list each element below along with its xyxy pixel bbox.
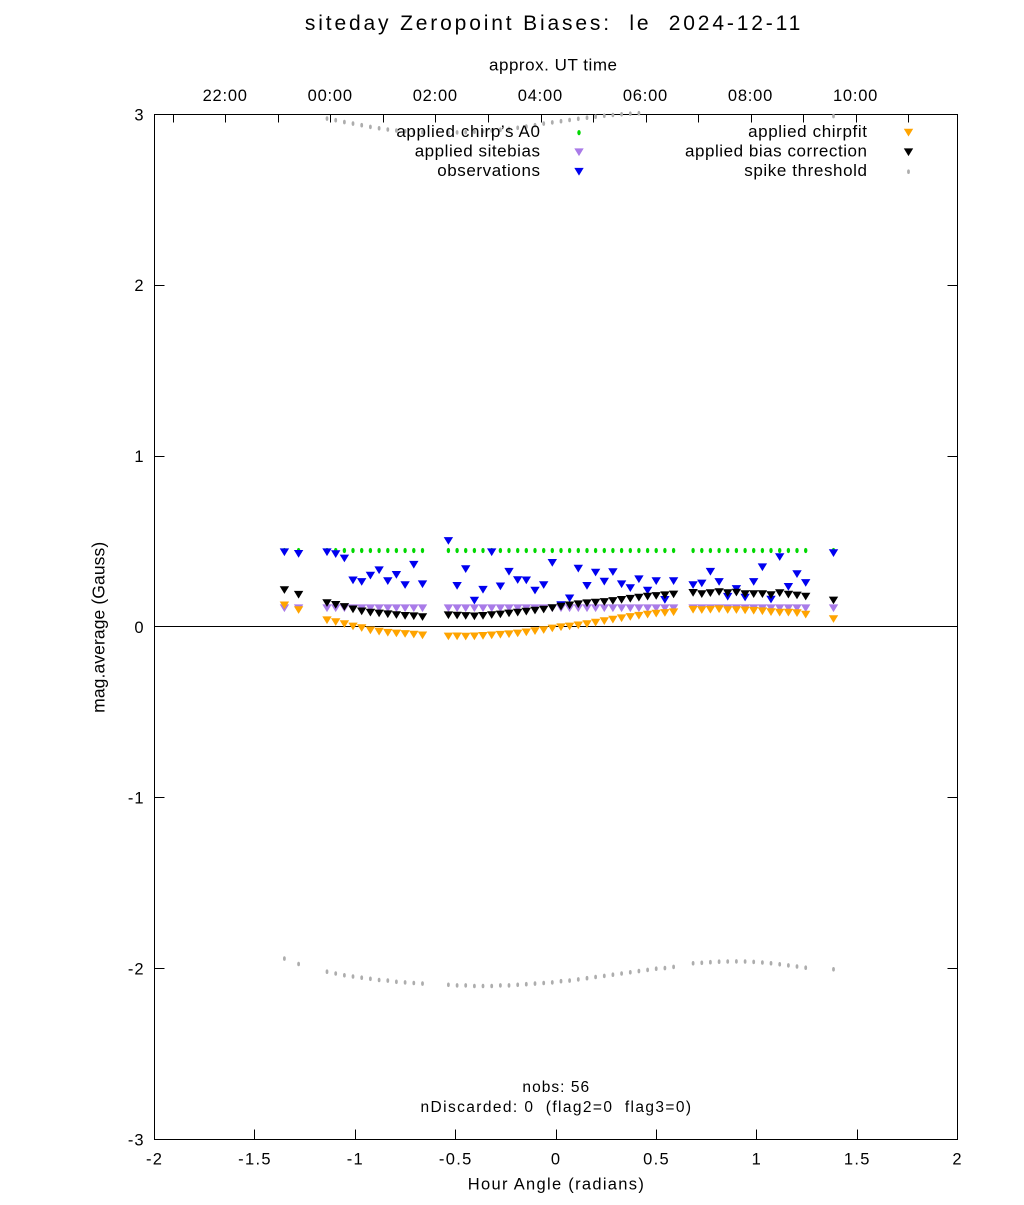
svg-text:06:00: 06:00 <box>623 87 668 105</box>
svg-text:10:00: 10:00 <box>833 87 878 105</box>
svg-text:-2: -2 <box>146 1151 163 1169</box>
svg-text:-3: -3 <box>128 1131 145 1149</box>
svg-text:04:00: 04:00 <box>518 87 563 105</box>
svg-text:observations: observations <box>437 161 540 180</box>
svg-text:nobs: 56: nobs: 56 <box>522 1079 590 1096</box>
svg-text:applied chirp’s A0: applied chirp’s A0 <box>396 122 540 141</box>
svg-text:applied chirpfit: applied chirpfit <box>748 122 868 141</box>
svg-text:applied sitebias: applied sitebias <box>415 141 541 160</box>
svg-text:-1.5: -1.5 <box>238 1151 272 1169</box>
svg-text:approx. UT time: approx. UT time <box>489 56 618 75</box>
svg-text:mag.average (Gauss): mag.average (Gauss) <box>89 542 109 713</box>
svg-text:nDiscarded: 0 (flag2=0 flag3: nDiscarded: 0 (flag2=0 flag3=0) <box>421 1099 693 1116</box>
svg-text:1: 1 <box>752 1151 763 1169</box>
svg-text:spike threshold: spike threshold <box>744 161 867 180</box>
svg-text:-0.5: -0.5 <box>439 1151 473 1169</box>
svg-text:22:00: 22:00 <box>203 87 248 105</box>
svg-text:02:00: 02:00 <box>413 87 458 105</box>
svg-text:0: 0 <box>134 619 144 637</box>
svg-text:00:00: 00:00 <box>308 87 353 105</box>
svg-text:08:00: 08:00 <box>728 87 773 105</box>
svg-text:-1: -1 <box>128 790 145 808</box>
svg-text:0.5: 0.5 <box>643 1151 670 1169</box>
svg-text:Hour Angle (radians): Hour Angle (radians) <box>468 1176 645 1194</box>
svg-text:0: 0 <box>551 1151 562 1169</box>
svg-text:1: 1 <box>134 448 144 466</box>
svg-text:siteday Zeropoint Biases: le: siteday Zeropoint Biases: le 2024-12-11 <box>305 12 803 35</box>
svg-text:2: 2 <box>952 1151 963 1169</box>
svg-text:applied bias correction: applied bias correction <box>685 141 868 160</box>
svg-text:3: 3 <box>134 106 144 124</box>
svg-text:-2: -2 <box>128 961 145 979</box>
svg-text:1.5: 1.5 <box>844 1151 871 1169</box>
svg-text:-1: -1 <box>347 1151 364 1169</box>
svg-text:2: 2 <box>134 277 144 295</box>
